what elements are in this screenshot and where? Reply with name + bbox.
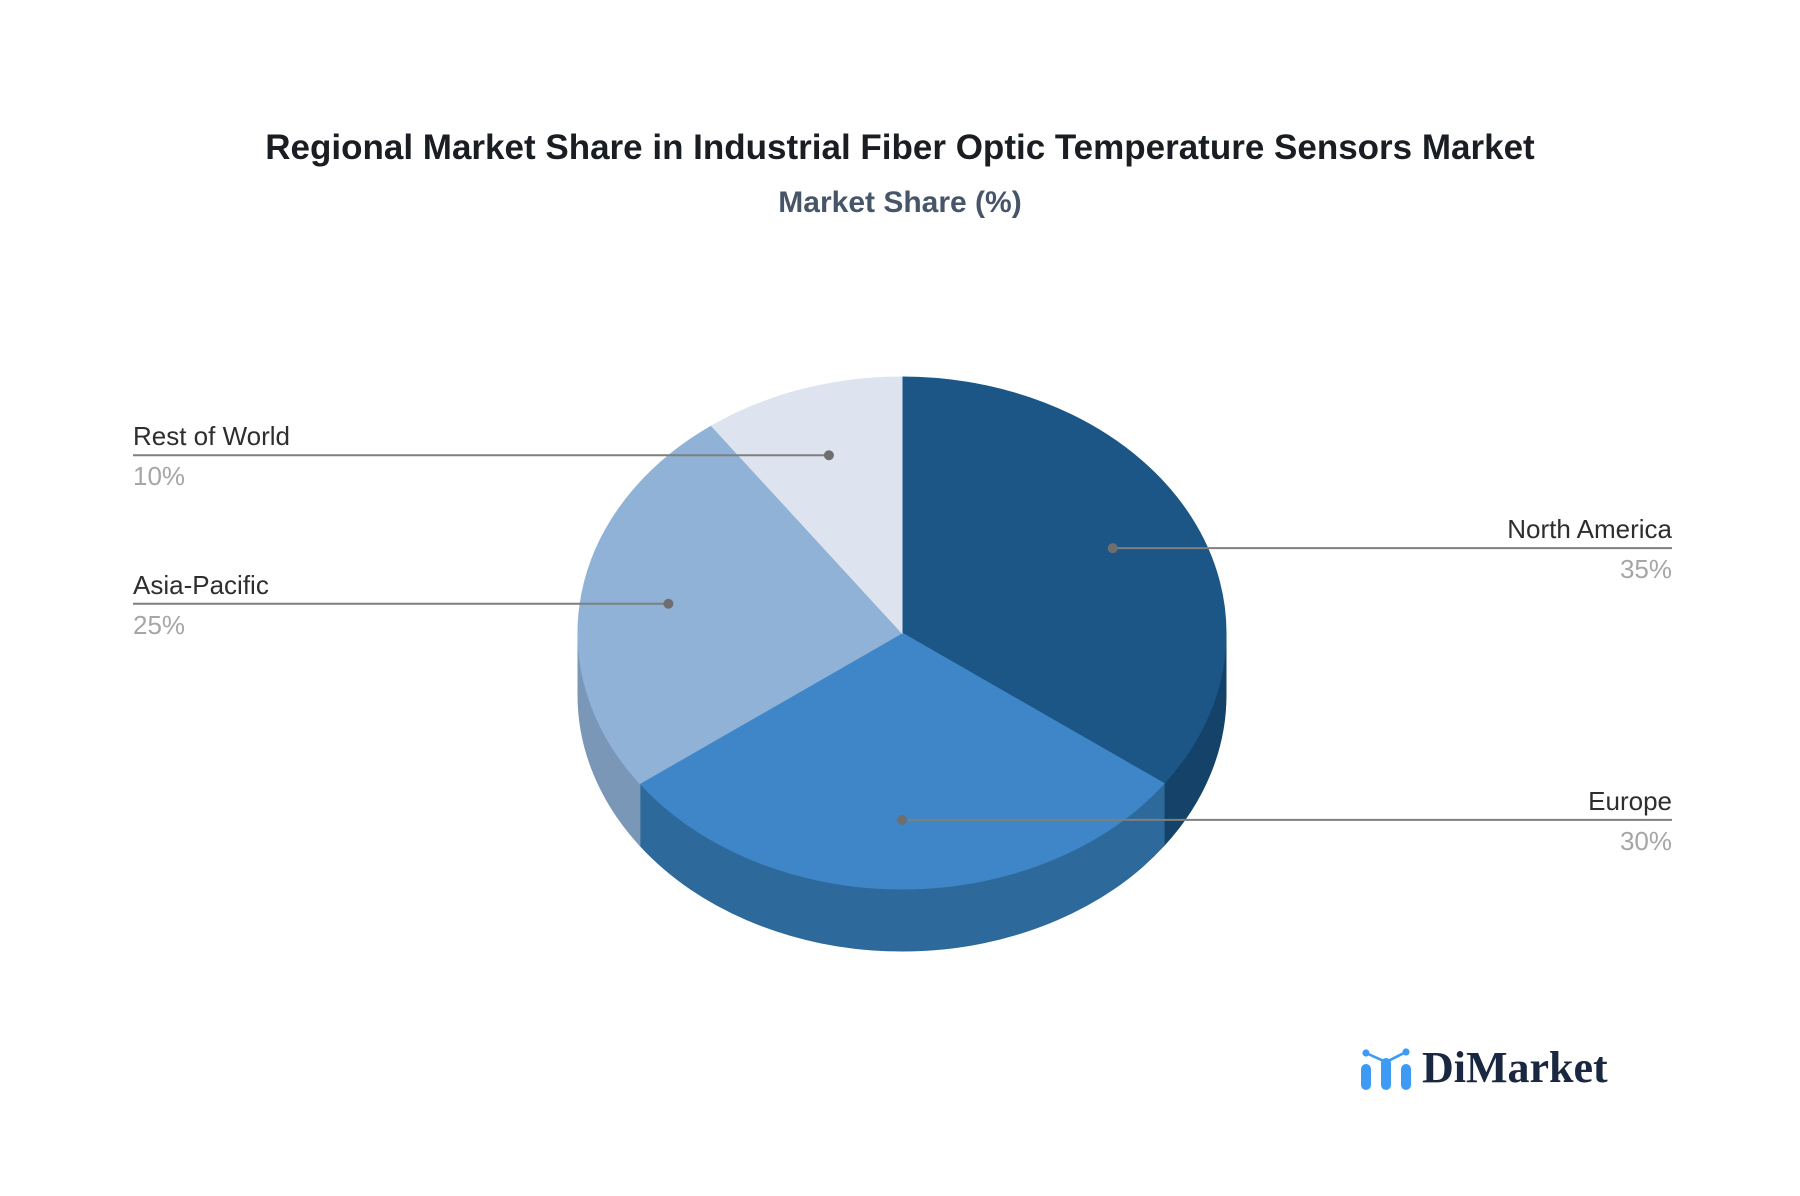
pie-slice-europe: [639, 632, 1165, 890]
brand-name: DiMarket: [1422, 1043, 1608, 1092]
leader-dot-rest-of-world: [823, 450, 834, 461]
slice-label-asia-pacific: Asia-Pacific 25%: [133, 571, 269, 639]
slice-label-north-america: North America 35%: [1507, 515, 1672, 583]
slice-percentage: 10%: [133, 461, 186, 492]
slice-name: Europe: [1588, 785, 1672, 816]
leader-dot-north-america: [1107, 543, 1118, 554]
pie-slice-rest-of-world: [710, 376, 903, 635]
slice-name: Asia-Pacific: [133, 569, 269, 600]
brand-logo: DiMarket: [1360, 1046, 1608, 1090]
pie-slice-asia-pacific: [577, 425, 903, 785]
slice-label-europe: Europe 30%: [1588, 787, 1672, 855]
leader-dot-asia-pacific: [663, 598, 674, 609]
slice-percentage: 25%: [133, 609, 186, 640]
chart-title: Regional Market Share in Industrial Fibe…: [265, 128, 1535, 167]
slice-name: North America: [1507, 514, 1672, 545]
slice-percentage: 30%: [1619, 825, 1672, 856]
slice-label-rest-of-world: Rest of World 10%: [133, 422, 290, 490]
leader-dot-europe: [897, 814, 907, 825]
bar-chart-icon: [1361, 1048, 1411, 1090]
pie-slice-north-america: [901, 376, 1227, 785]
chart-subtitle: Market Share (%): [778, 186, 1022, 219]
slice-percentage: 35%: [1619, 554, 1672, 585]
slice-name: Rest of World: [133, 421, 291, 452]
